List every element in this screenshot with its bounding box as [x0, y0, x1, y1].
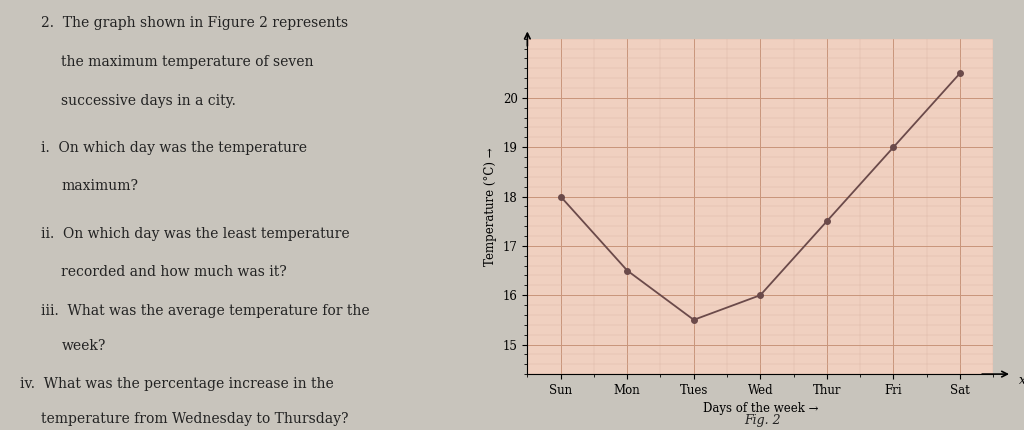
Text: maximum?: maximum? — [61, 179, 138, 194]
Y-axis label: Temperature (°C) →: Temperature (°C) → — [484, 147, 498, 266]
Text: recorded and how much was it?: recorded and how much was it? — [61, 265, 287, 280]
Text: week?: week? — [61, 338, 105, 353]
Text: the maximum temperature of seven: the maximum temperature of seven — [61, 55, 314, 69]
Text: ii.  On which day was the least temperature: ii. On which day was the least temperatu… — [41, 227, 349, 241]
Text: iii.  What was the average temperature for the: iii. What was the average temperature fo… — [41, 304, 370, 318]
Text: temperature from Wednesday to Thursday?: temperature from Wednesday to Thursday? — [41, 412, 348, 426]
Text: successive days in a city.: successive days in a city. — [61, 93, 237, 108]
Text: i.  On which day was the temperature: i. On which day was the temperature — [41, 141, 307, 155]
Text: iv.  What was the percentage increase in the: iv. What was the percentage increase in … — [20, 377, 334, 391]
X-axis label: Days of the week →: Days of the week → — [702, 402, 818, 415]
Text: x: x — [1019, 374, 1024, 387]
Text: 2.  The graph shown in Figure 2 represents: 2. The graph shown in Figure 2 represent… — [41, 16, 348, 30]
Text: Fig. 2: Fig. 2 — [744, 414, 781, 427]
